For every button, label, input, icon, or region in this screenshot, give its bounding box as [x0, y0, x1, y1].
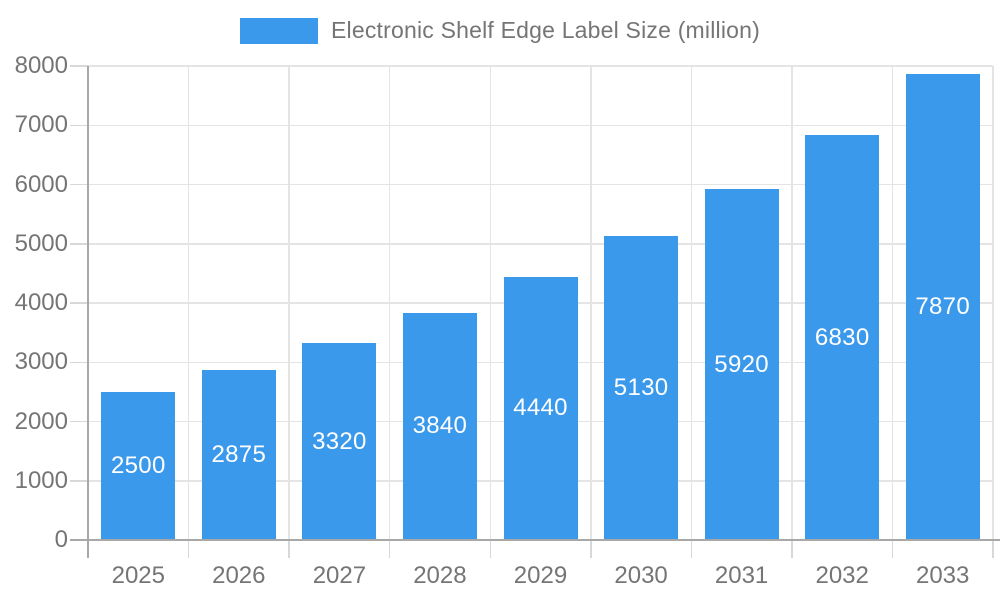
x-axis-tick-label: 2028 — [413, 562, 467, 589]
x-gridline — [891, 66, 894, 540]
y-axis-tick — [70, 183, 88, 186]
x-axis-tick — [992, 540, 994, 558]
y-axis-tick — [70, 302, 88, 304]
bar-value-label: 5920 — [714, 350, 769, 378]
bar-value-label: 2500 — [111, 451, 166, 479]
x-axis-tick — [489, 540, 491, 558]
x-axis-tick-label: 2029 — [513, 562, 568, 589]
x-axis-tick — [891, 540, 894, 558]
x-gridline — [690, 66, 693, 540]
bar[interactable]: 2500 — [101, 391, 176, 540]
y-axis-tick — [70, 420, 88, 423]
y-axis-tick-label: 7000 — [14, 111, 68, 139]
bar[interactable]: 6830 — [805, 135, 880, 540]
bar[interactable]: 3840 — [402, 312, 477, 540]
y-axis-tick-label: 1000 — [14, 466, 68, 494]
bar-value-label: 4440 — [513, 394, 568, 422]
bar[interactable]: 4440 — [503, 276, 578, 540]
legend-swatch — [240, 17, 318, 44]
y-axis-line — [87, 66, 89, 558]
x-axis-tick-label: 2025 — [111, 562, 165, 589]
x-gridline — [992, 66, 994, 540]
bar[interactable]: 5920 — [704, 189, 779, 540]
bar-value-label: 7870 — [915, 292, 970, 320]
y-axis-tick-label: 2000 — [14, 407, 68, 435]
x-gridline — [187, 66, 190, 540]
y-gridline — [88, 124, 993, 126]
y-gridline — [88, 243, 993, 245]
legend[interactable]: Electronic Shelf Edge Label Size (millio… — [0, 17, 1000, 44]
legend-label: Electronic Shelf Edge Label Size (millio… — [331, 17, 760, 43]
bar-value-label: 2875 — [211, 440, 267, 468]
bar-value-label: 5130 — [613, 374, 669, 401]
bar[interactable]: 2875 — [201, 369, 276, 540]
x-gridline — [288, 66, 290, 540]
bar[interactable]: 5130 — [604, 236, 679, 540]
x-axis-line — [70, 539, 1000, 541]
y-axis-tick-label: 8000 — [14, 52, 68, 79]
x-gridline — [489, 66, 491, 540]
bar-value-label: 3320 — [312, 427, 367, 455]
x-axis-tick-label: 2033 — [915, 562, 970, 589]
x-gridline — [388, 66, 391, 540]
x-axis-tick — [690, 540, 693, 558]
y-axis-tick-label: 0 — [54, 526, 68, 553]
y-axis-tick — [70, 65, 88, 67]
x-axis-tick — [590, 540, 592, 558]
x-axis-tick — [791, 540, 793, 558]
bar[interactable]: 3320 — [302, 343, 377, 540]
x-gridline — [590, 66, 592, 540]
x-axis-tick-label: 2027 — [312, 562, 367, 589]
x-axis-tick-label: 2031 — [714, 562, 769, 589]
y-axis-tick — [70, 361, 88, 363]
x-axis-tick — [388, 540, 391, 558]
x-axis-tick-label: 2030 — [614, 562, 668, 589]
bar-value-label: 6830 — [814, 323, 870, 351]
y-axis-tick-label: 5000 — [14, 229, 68, 257]
x-axis-tick-label: 2026 — [212, 562, 266, 589]
y-gridline — [88, 183, 993, 186]
bar-value-label: 3840 — [412, 412, 468, 440]
bar[interactable]: 7870 — [905, 73, 980, 540]
y-axis-tick-label: 4000 — [14, 289, 68, 316]
y-axis-tick — [70, 124, 88, 126]
x-axis-tick — [187, 540, 190, 558]
x-gridline — [791, 66, 793, 540]
x-axis-tick-label: 2032 — [815, 562, 869, 589]
y-axis-tick-label: 6000 — [14, 170, 68, 198]
y-gridline — [88, 65, 993, 67]
x-axis-tick — [288, 540, 290, 558]
y-axis-tick — [70, 243, 88, 245]
y-axis-tick — [70, 480, 88, 482]
y-axis-tick-label: 3000 — [14, 348, 68, 376]
